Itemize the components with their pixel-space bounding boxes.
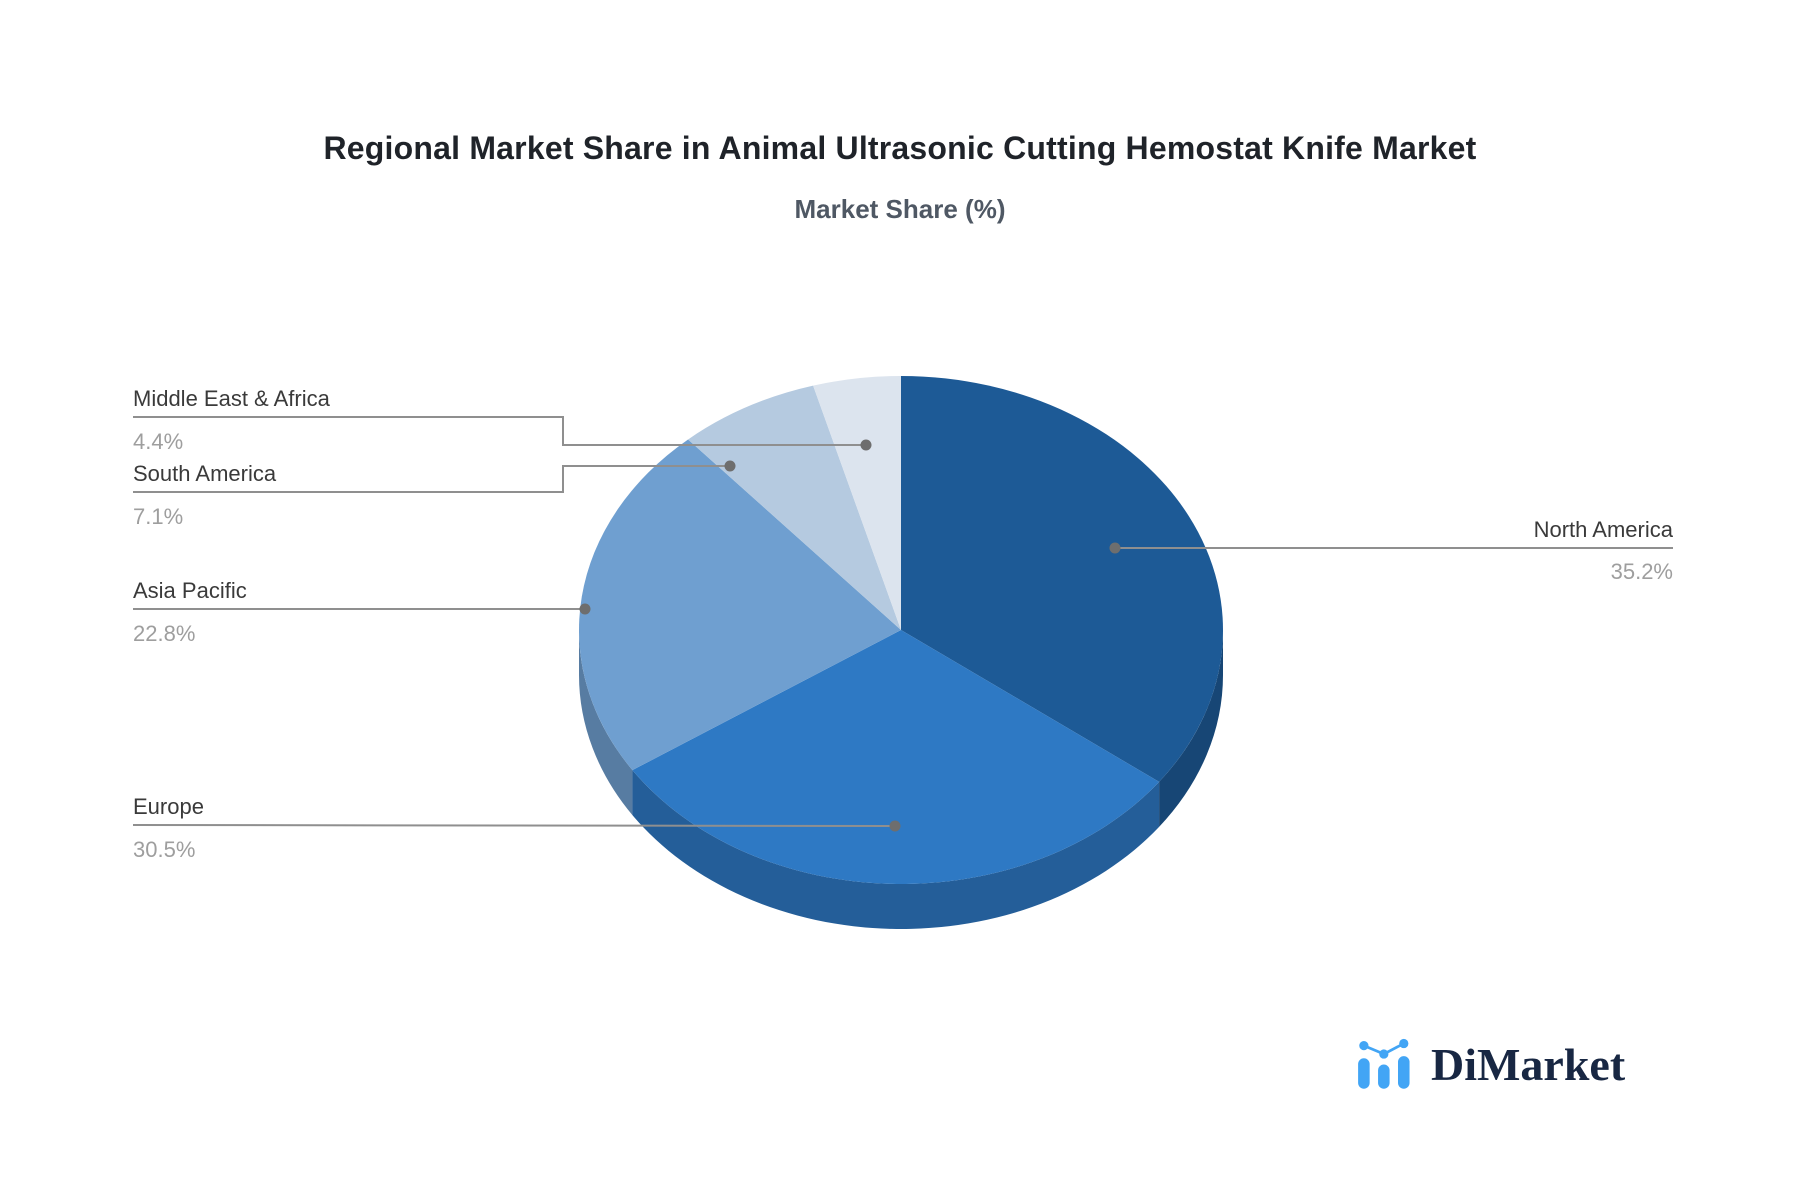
pie-slice-side-europe	[632, 770, 1160, 929]
region-label-south-america: South America	[133, 458, 276, 490]
pie-slice-europe[interactable]	[632, 630, 1160, 884]
leader-dot-south-america	[724, 460, 736, 472]
region-value: 22.8%	[133, 621, 196, 646]
brand-name: DiMarket	[1431, 1039, 1626, 1090]
region-name: North America	[1533, 517, 1673, 542]
bar-chart-icon	[1358, 1038, 1410, 1089]
leader-line-south-america	[133, 465, 730, 493]
leader-dot-middle-east-africa	[860, 439, 872, 451]
pie-slice-asia-pacific[interactable]	[579, 439, 901, 771]
pie-slice-north-america[interactable]	[901, 376, 1223, 782]
pie-slice-south-america[interactable]	[688, 385, 901, 630]
pie-slice-side-asia-pacific	[579, 630, 633, 816]
pie-slice-side-north-america	[1159, 630, 1223, 827]
region-value-asia-pacific: 22.8%	[133, 618, 195, 650]
region-value-europe: 30.5%	[133, 834, 195, 866]
leader-dot-asia-pacific	[579, 603, 591, 615]
chart-title: Regional Market Share in Animal Ultrason…	[323, 130, 1477, 166]
pie-slice-middle-east-africa[interactable]	[813, 376, 901, 630]
chart-subtitle: Market Share (%)	[794, 194, 1006, 224]
region-value-south-america: 7.1%	[133, 501, 183, 533]
region-value: 4.4%	[133, 429, 184, 454]
region-value-middle-east-africa: 4.4%	[133, 426, 183, 458]
region-name: South America	[133, 461, 277, 486]
leader-dot-europe	[889, 820, 901, 832]
region-label-asia-pacific: Asia Pacific	[133, 575, 247, 607]
region-value: 7.1%	[133, 504, 184, 529]
region-value: 30.5%	[133, 837, 196, 862]
brand-logo: DiMarket	[1356, 1036, 1625, 1091]
region-value: 35.2%	[1610, 559, 1673, 584]
region-label-middle-east-africa: Middle East & Africa	[133, 383, 330, 415]
region-label-north-america: North America	[1534, 514, 1673, 546]
leader-line-europe	[132, 824, 896, 827]
leader-dot-north-america	[1109, 542, 1121, 554]
region-name: Asia Pacific	[133, 578, 247, 603]
region-name: Middle East & Africa	[133, 386, 330, 411]
region-name: Europe	[133, 794, 204, 819]
region-value-north-america: 35.2%	[1611, 556, 1673, 588]
region-label-europe: Europe	[133, 791, 204, 823]
leader-line-middle-east-africa	[133, 416, 866, 446]
